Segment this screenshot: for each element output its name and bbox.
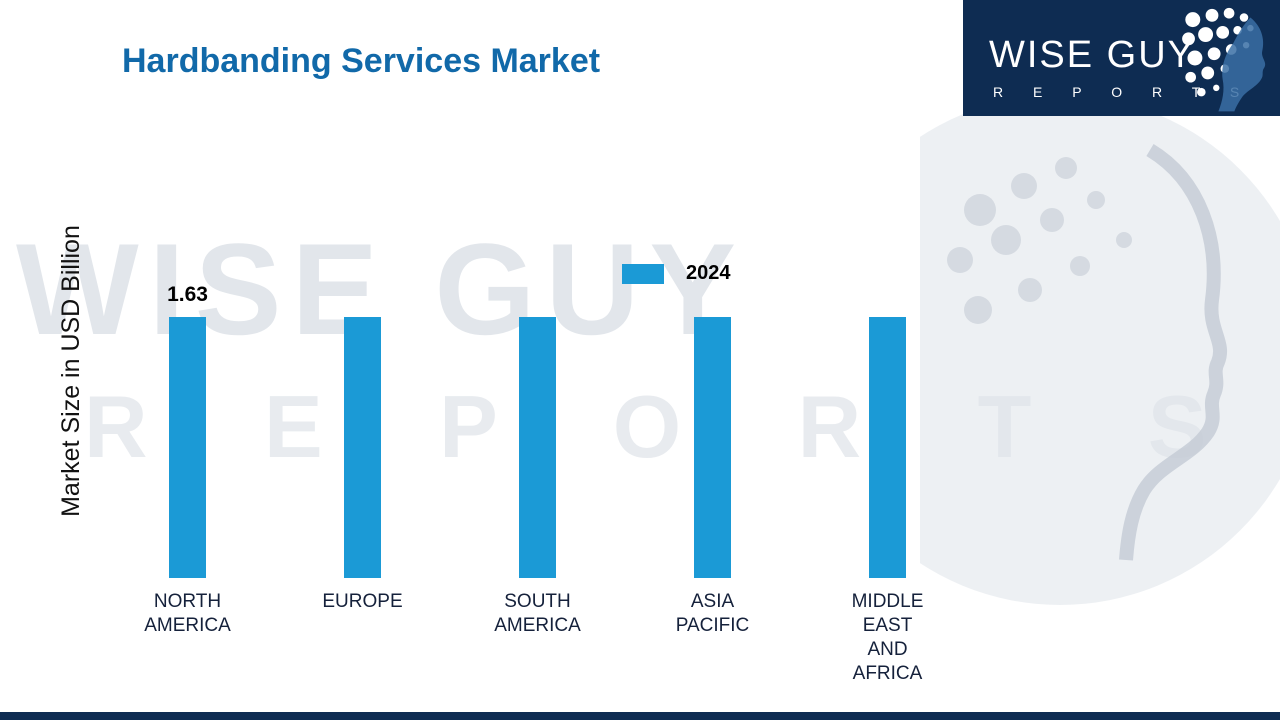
category-axis: NORTH AMERICA EUROPE SOUTH AMERICA ASIA … xyxy=(100,590,975,686)
bar-column-europe xyxy=(275,283,450,578)
bar-value-label: 1.63 xyxy=(167,283,208,306)
bar-middle-east-and-africa xyxy=(869,317,906,578)
wiseguy-head-icon xyxy=(1182,7,1266,112)
bar-north-america xyxy=(169,317,206,578)
chart-title: Hardbanding Services Market xyxy=(122,42,601,80)
bar-column-asia-pacific xyxy=(625,283,800,578)
bar-column-south-america xyxy=(450,283,625,578)
bar-asia-pacific xyxy=(694,317,731,578)
category-label-europe: EUROPE xyxy=(322,591,403,612)
wiseguy-logo: WISE GUY R E P O R T S xyxy=(963,0,1280,116)
legend-label-2024: 2024 xyxy=(686,262,731,284)
y-axis-label: Market Size in USD Billion xyxy=(57,225,85,517)
category-label-north-america: NORTH AMERICA xyxy=(144,591,231,636)
logo-wiseguy-text: WISE GUY xyxy=(989,34,1196,76)
bar-south-america xyxy=(519,317,556,578)
category-label-asia-pacific: ASIA PACIFIC xyxy=(675,591,750,636)
logo-reports-text: R E P O R T S xyxy=(993,84,1253,100)
bar-chart: 1.63 xyxy=(100,0,975,578)
bar-europe xyxy=(344,317,381,578)
bar-column-middle-east-and-africa xyxy=(800,283,975,578)
legend-swatch-2024 xyxy=(622,263,664,284)
footer-bar xyxy=(0,712,1280,720)
category-label-middle-east-and-africa: MIDDLE EAST AND AFRICA xyxy=(851,591,924,684)
bar-column-north-america: 1.63 xyxy=(100,283,275,578)
watermark-head-graphic xyxy=(920,95,1280,605)
category-label-south-america: SOUTH AMERICA xyxy=(494,591,581,636)
legend: 2024 xyxy=(622,262,731,285)
